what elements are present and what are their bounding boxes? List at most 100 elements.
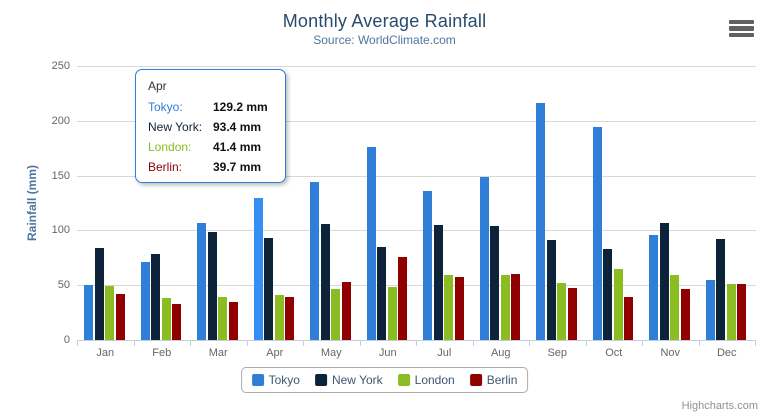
bar-london-apr[interactable] (274, 294, 284, 340)
x-axis-label: Mar (208, 347, 228, 359)
credits-link[interactable]: Highcharts.com (681, 400, 758, 412)
tooltip: Apr Tokyo: 129.2 mm New York: 93.4 mm London… (135, 69, 286, 183)
legend-label: Berlin (486, 373, 518, 387)
bar-new-york-jan[interactable] (94, 248, 104, 340)
bar-new-york-sep[interactable] (546, 240, 556, 340)
bar-tokyo-nov[interactable] (649, 235, 659, 340)
bar-new-york-oct[interactable] (603, 248, 613, 340)
bar-tokyo-feb[interactable] (140, 261, 150, 340)
bar-london-aug[interactable] (500, 274, 510, 340)
bar-tokyo-mar[interactable] (197, 223, 207, 340)
bar-new-york-nov[interactable] (659, 223, 669, 340)
bar-london-nov[interactable] (670, 275, 680, 340)
bar-berlin-apr[interactable] (285, 296, 295, 340)
tooltip-series-name: London: (148, 140, 192, 154)
bar-tokyo-jul[interactable] (423, 191, 433, 340)
bar-tokyo-dec[interactable] (705, 280, 715, 340)
tooltip-value: 41.4 mm (213, 140, 262, 154)
y-axis-label: 200 (51, 114, 70, 127)
chart-subtitle: Source: WorldClimate.com (313, 33, 456, 47)
x-axis-label: Jan (96, 347, 115, 359)
tooltip-category: Apr (148, 79, 167, 93)
x-axis-label: Jul (437, 347, 452, 359)
x-axis-label: Nov (660, 347, 681, 359)
legend-swatch-icon (314, 374, 327, 386)
tooltip-series-name: Berlin: (148, 160, 183, 174)
x-axis-tick (585, 341, 587, 346)
legend-label: New York (331, 373, 383, 387)
bar-london-feb[interactable] (161, 297, 171, 340)
bar-tokyo-jun[interactable] (366, 147, 376, 340)
bar-tokyo-apr[interactable] (253, 198, 263, 340)
hamburger-menu-icon (729, 20, 754, 25)
x-axis-label: Apr (266, 347, 284, 359)
bar-london-jun[interactable] (387, 287, 397, 340)
x-axis-tick (190, 341, 191, 346)
bar-berlin-dec[interactable] (737, 284, 747, 340)
x-axis-label: Dec (716, 347, 737, 359)
x-axis-tick (303, 341, 304, 346)
bar-berlin-may[interactable] (341, 282, 351, 340)
legend-item-new-york[interactable]: New York (314, 373, 383, 387)
bar-new-york-mar[interactable] (207, 232, 217, 340)
bar-berlin-feb[interactable] (172, 303, 182, 340)
legend-label: Tokyo (268, 373, 300, 387)
bar-tokyo-aug[interactable] (479, 177, 489, 340)
bar-berlin-sep[interactable] (567, 287, 577, 340)
bar-berlin-jul[interactable] (454, 277, 464, 340)
x-axis-tick (472, 341, 474, 346)
bar-berlin-aug[interactable] (511, 273, 521, 340)
legend-item-tokyo[interactable]: Tokyo (251, 373, 300, 387)
x-axis-label: May (320, 347, 342, 359)
y-axis-label: 250 (51, 60, 70, 72)
bar-berlin-oct[interactable] (624, 297, 634, 340)
tooltip-value: 93.4 mm (213, 120, 262, 134)
bar-berlin-jun[interactable] (398, 257, 408, 340)
bar-london-jan[interactable] (105, 286, 115, 340)
bar-new-york-may[interactable] (320, 223, 330, 340)
y-gridline (77, 285, 756, 287)
hamburger-menu-icon (729, 32, 754, 37)
bar-berlin-mar[interactable] (228, 302, 238, 340)
tooltip-value: 129.2 mm (213, 100, 268, 114)
legend-item-berlin[interactable]: Berlin (469, 373, 518, 387)
x-axis-tick (77, 341, 78, 346)
y-axis-label: 150 (51, 169, 70, 182)
bar-tokyo-oct[interactable] (592, 127, 602, 340)
bar-london-may[interactable] (331, 288, 341, 340)
x-axis-tick (642, 341, 643, 346)
legend: Tokyo New York London Berlin (240, 367, 529, 393)
legend-swatch-icon (397, 374, 410, 386)
bar-new-york-aug[interactable] (490, 225, 500, 340)
bar-london-oct[interactable] (613, 268, 623, 340)
bar-london-sep[interactable] (557, 282, 567, 340)
legend-item-london[interactable]: London (397, 373, 455, 387)
hamburger-menu-icon (729, 26, 754, 31)
legend-label: London (414, 373, 455, 387)
bar-new-york-apr[interactable] (264, 237, 274, 340)
tooltip-row: London: 41.4 mm (148, 140, 273, 154)
bar-new-york-feb[interactable] (151, 253, 161, 340)
tooltip-value: 39.7 mm (213, 160, 262, 174)
x-axis-label: Sep (547, 347, 568, 359)
bar-tokyo-sep[interactable] (536, 102, 546, 340)
bar-london-mar[interactable] (218, 296, 228, 340)
bar-tokyo-jan[interactable] (84, 285, 94, 340)
bar-new-york-jun[interactable] (377, 247, 387, 340)
tooltip-row: Tokyo: 129.2 mm (148, 100, 273, 114)
bar-new-york-dec[interactable] (716, 238, 726, 340)
export-menu-button[interactable] (729, 20, 754, 37)
x-axis-label: Jun (378, 347, 397, 359)
bar-london-jul[interactable] (444, 275, 454, 340)
bar-london-dec[interactable] (726, 283, 736, 340)
bar-tokyo-may[interactable] (310, 182, 320, 340)
bar-berlin-nov[interactable] (680, 288, 690, 340)
bar-berlin-jan[interactable] (115, 293, 125, 340)
legend-swatch-icon (469, 374, 482, 386)
y-axis-label: 50 (57, 279, 70, 292)
legend-swatch-icon (251, 374, 264, 386)
tooltip-row: New York: 93.4 mm (148, 120, 273, 134)
y-gridline (77, 120, 756, 122)
bar-new-york-jul[interactable] (433, 224, 443, 340)
chart-title: Monthly Average Rainfall (282, 11, 487, 31)
